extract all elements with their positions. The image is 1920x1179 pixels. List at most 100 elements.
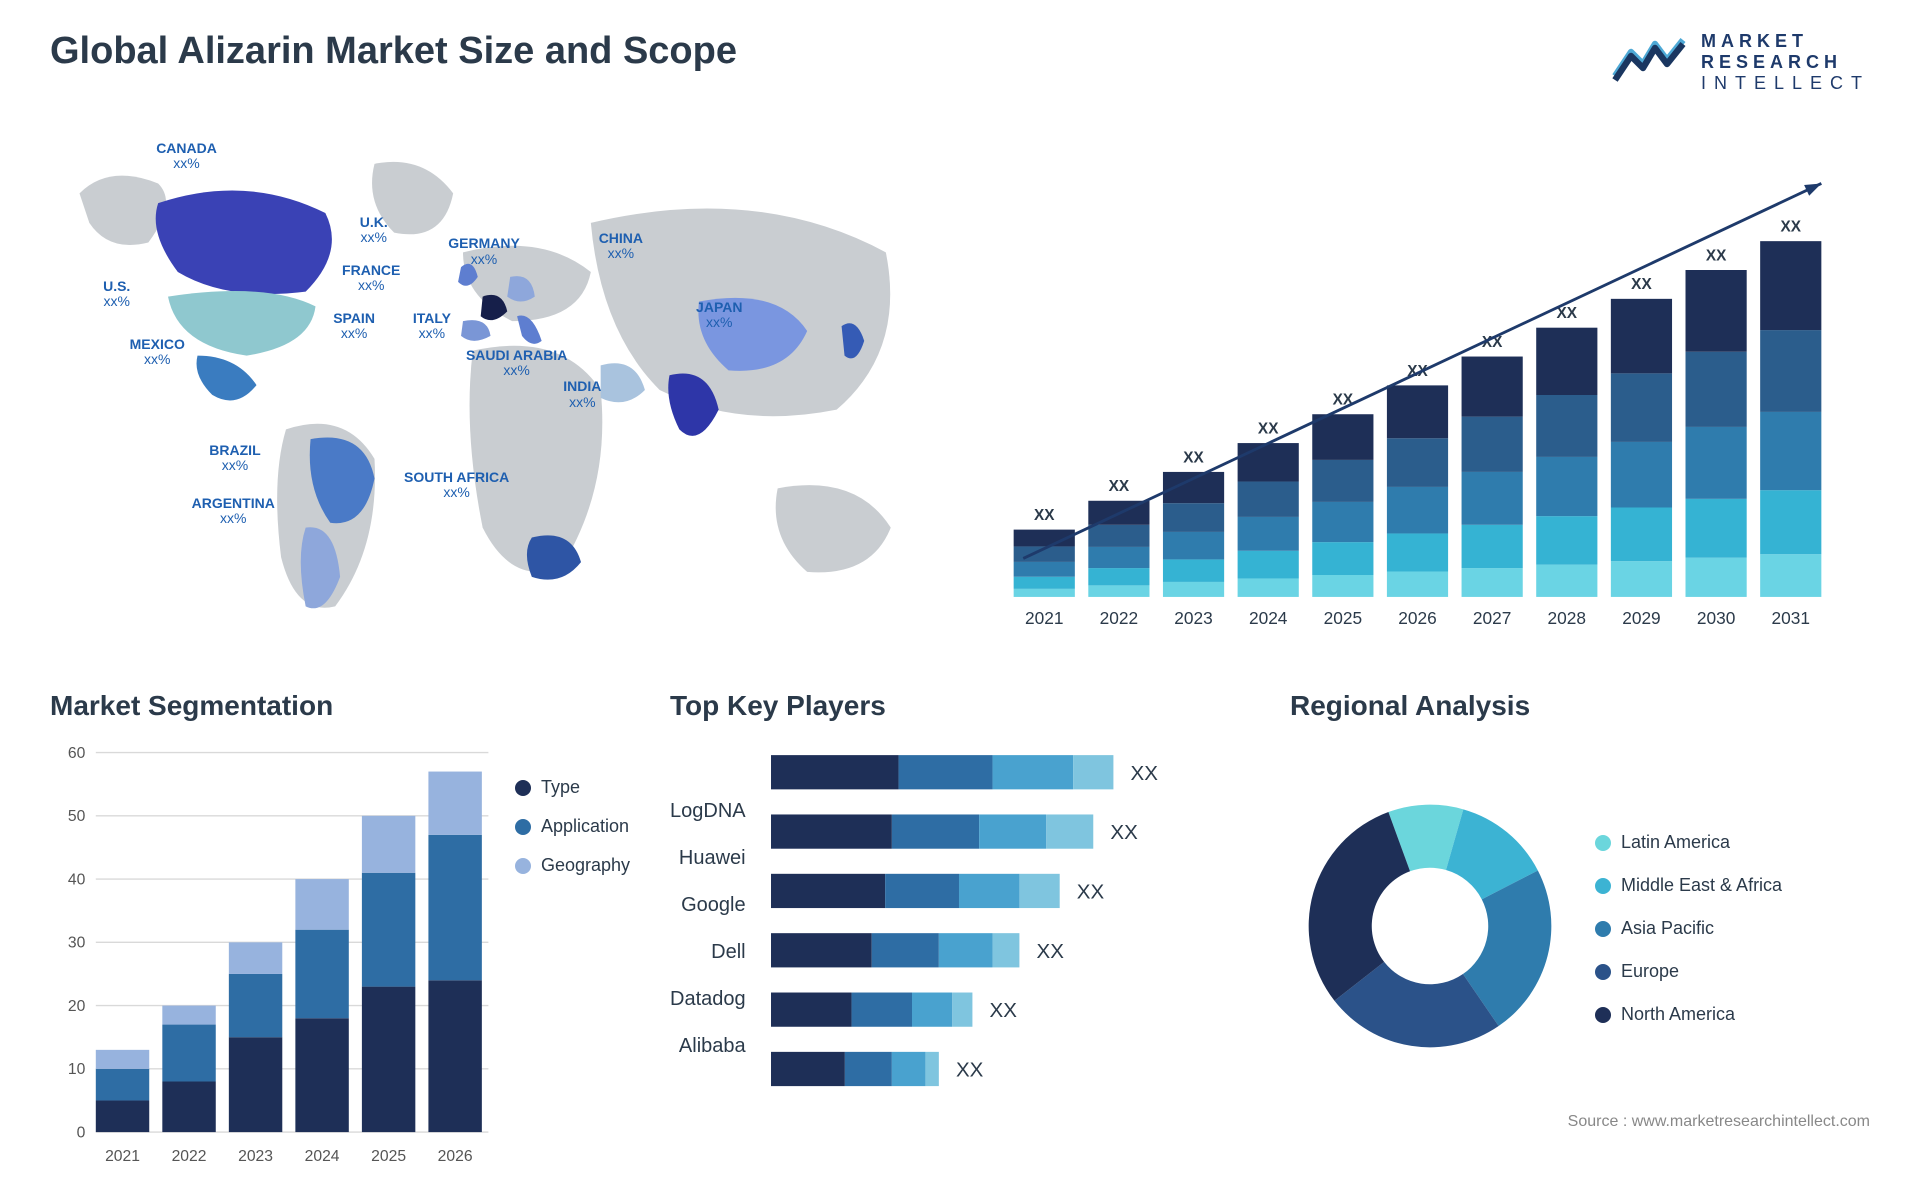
- svg-text:2021: 2021: [105, 1148, 140, 1165]
- legend-swatch-icon: [515, 858, 531, 874]
- svg-text:XX: XX: [989, 999, 1017, 1022]
- svg-text:XX: XX: [1258, 420, 1279, 437]
- regional-donut-chart: [1290, 786, 1570, 1071]
- svg-text:10: 10: [68, 1061, 86, 1078]
- player-name-label: Google: [670, 894, 746, 917]
- player-name-label: LogDNA: [670, 800, 746, 823]
- map-country-label: BRAZILxx%: [209, 443, 260, 474]
- svg-text:2025: 2025: [371, 1148, 406, 1165]
- svg-text:2026: 2026: [438, 1148, 473, 1165]
- svg-text:XX: XX: [1109, 478, 1130, 495]
- legend-item: Type: [515, 777, 630, 798]
- svg-text:2024: 2024: [305, 1148, 340, 1165]
- svg-text:XX: XX: [956, 1058, 984, 1081]
- legend-swatch-icon: [1595, 921, 1611, 937]
- legend-item: North America: [1595, 1004, 1782, 1025]
- players-title: Top Key Players: [670, 690, 1250, 722]
- header: Global Alizarin Market Size and Scope MA…: [50, 30, 1870, 95]
- logo-mark-icon: [1611, 30, 1691, 95]
- logo-line-3: INTELLECT: [1701, 73, 1870, 94]
- svg-text:0: 0: [77, 1124, 86, 1141]
- svg-text:2025: 2025: [1324, 608, 1362, 628]
- svg-text:2024: 2024: [1249, 608, 1288, 628]
- legend-item: Europe: [1595, 961, 1782, 982]
- legend-label: Geography: [541, 855, 630, 876]
- legend-label: Application: [541, 816, 629, 837]
- svg-text:XX: XX: [1076, 880, 1104, 903]
- legend-label: Middle East & Africa: [1621, 875, 1782, 896]
- segmentation-title: Market Segmentation: [50, 690, 630, 722]
- legend-swatch-icon: [515, 780, 531, 796]
- legend-item: Geography: [515, 855, 630, 876]
- page-title: Global Alizarin Market Size and Scope: [50, 30, 737, 73]
- map-country-label: CANADAxx%: [156, 141, 217, 172]
- legend-swatch-icon: [1595, 878, 1611, 894]
- top-row: CANADAxx% U.S.xx%MEXICOxx% BRAZILxx% ARGENT…: [50, 125, 1870, 655]
- segmentation-chart: 0 10 20 30 40 50 60 2021 2022 2023 2024 2025 2026: [50, 737, 495, 1174]
- legend-item: Asia Pacific: [1595, 918, 1782, 939]
- brand-logo: MARKET RESEARCH INTELLECT: [1611, 30, 1870, 95]
- map-country-label: U.K.xx%: [360, 215, 388, 246]
- map-country-label: MEXICOxx%: [130, 337, 185, 368]
- map-country-label: GERMANYxx%: [448, 236, 520, 267]
- legend-swatch-icon: [1595, 964, 1611, 980]
- logo-line-1: MARKET: [1701, 31, 1870, 52]
- regional-title: Regional Analysis: [1290, 690, 1870, 722]
- bottom-row: Market Segmentation 01020304050602021202…: [50, 690, 1870, 1120]
- legend-label: North America: [1621, 1004, 1735, 1025]
- map-country-label: ARGENTINAxx%: [192, 496, 275, 527]
- svg-text:2022: 2022: [172, 1148, 207, 1165]
- legend-item: Latin America: [1595, 832, 1782, 853]
- svg-text:2027: 2027: [1473, 608, 1511, 628]
- legend-label: Type: [541, 777, 580, 798]
- logo-line-2: RESEARCH: [1701, 52, 1870, 73]
- svg-text:2029: 2029: [1622, 608, 1660, 628]
- map-country-label: CHINAxx%: [599, 231, 643, 262]
- svg-text:XX: XX: [1110, 821, 1138, 844]
- logo-text: MARKET RESEARCH INTELLECT: [1701, 31, 1870, 94]
- legend-swatch-icon: [1595, 835, 1611, 851]
- svg-text:XX: XX: [1631, 276, 1652, 293]
- legend-swatch-icon: [515, 819, 531, 835]
- svg-text:50: 50: [68, 808, 86, 825]
- map-country-label: SAUDI ARABIAxx%: [466, 348, 567, 379]
- map-country-label: JAPANxx%: [696, 300, 742, 331]
- regional-panel: Regional Analysis Latin America Middle Ea…: [1290, 690, 1870, 1120]
- svg-text:XX: XX: [1036, 939, 1064, 962]
- svg-text:40: 40: [68, 871, 86, 888]
- map-country-label: U.S.xx%: [103, 279, 130, 310]
- svg-text:2030: 2030: [1697, 608, 1735, 628]
- map-country-label: FRANCExx%: [342, 263, 400, 294]
- segmentation-panel: Market Segmentation 01020304050602021202…: [50, 690, 630, 1120]
- svg-text:2023: 2023: [238, 1148, 273, 1165]
- map-country-label: INDIAxx%: [563, 379, 601, 410]
- map-country-label: SOUTH AFRICAxx%: [404, 470, 509, 501]
- svg-text:XX: XX: [1780, 219, 1801, 236]
- player-name-label: Huawei: [670, 847, 746, 870]
- segmentation-legend: Type Application Geography: [515, 737, 630, 1174]
- world-map: CANADAxx% U.S.xx%MEXICOxx% BRAZILxx% ARGENT…: [50, 125, 935, 655]
- map-country-label: ITALYxx%: [413, 311, 451, 342]
- svg-text:2022: 2022: [1100, 608, 1138, 628]
- player-name-label: Datadog: [670, 988, 746, 1011]
- map-country-label: SPAINxx%: [333, 311, 375, 342]
- svg-text:60: 60: [68, 745, 86, 762]
- svg-text:20: 20: [68, 998, 86, 1015]
- legend-label: Latin America: [1621, 832, 1730, 853]
- legend-item: Application: [515, 816, 630, 837]
- svg-text:XX: XX: [1706, 247, 1727, 264]
- svg-text:XX: XX: [1034, 507, 1055, 524]
- svg-text:2031: 2031: [1772, 608, 1810, 628]
- growth-bar-chart: XX2021XX2022XX2023XX2024XX2025XX2026XX20…: [975, 125, 1870, 655]
- player-name-label: Dell: [670, 941, 746, 964]
- legend-label: Asia Pacific: [1621, 918, 1714, 939]
- svg-text:2026: 2026: [1398, 608, 1436, 628]
- players-bar-chart: XX XX XX XX XX XX: [771, 738, 1250, 1120]
- svg-text:2021: 2021: [1025, 608, 1063, 628]
- svg-text:XX: XX: [1130, 761, 1158, 784]
- legend-label: Europe: [1621, 961, 1679, 982]
- svg-text:2023: 2023: [1174, 608, 1212, 628]
- legend-swatch-icon: [1595, 1007, 1611, 1023]
- source-label: Source : www.marketresearchintellect.com: [1568, 1113, 1870, 1131]
- svg-text:30: 30: [68, 935, 86, 952]
